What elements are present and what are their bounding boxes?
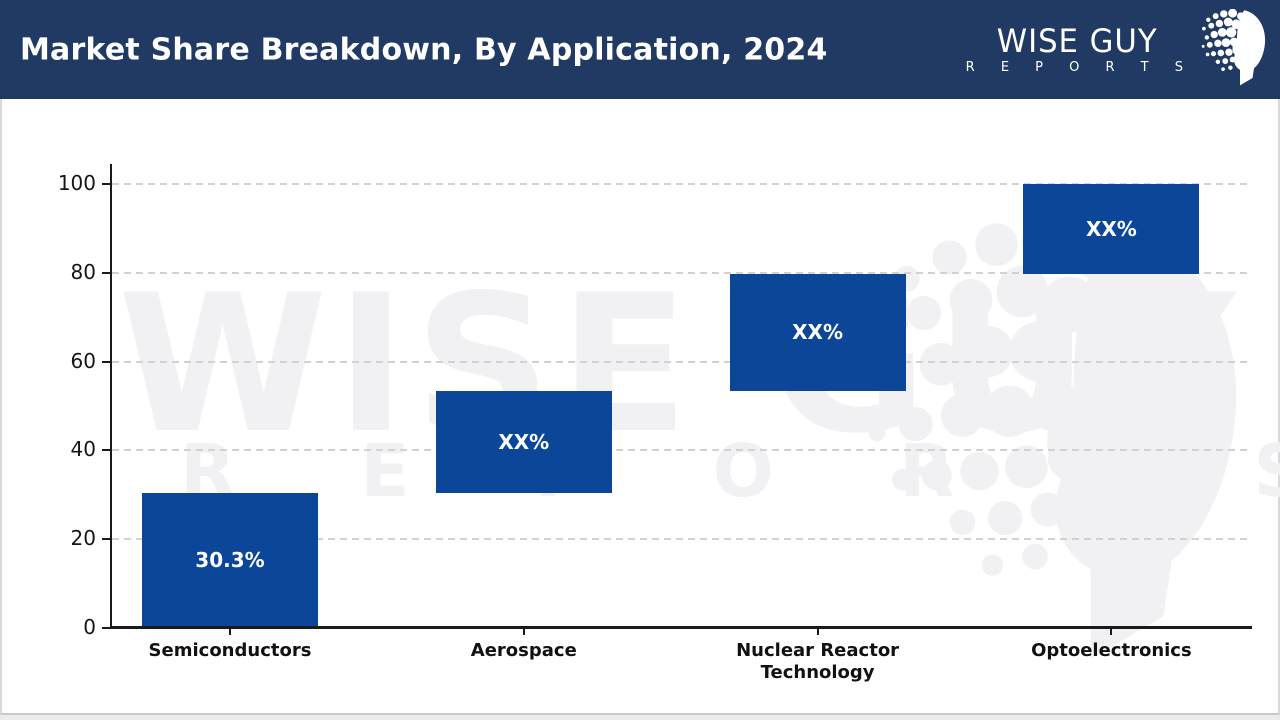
y-tick-label: 100 [57, 171, 96, 196]
category-label-semiconductors: Semiconductors [148, 640, 312, 661]
bar-value-label: XX% [792, 320, 844, 345]
gridline-y-60 [112, 360, 1252, 363]
x-tick-mark [1110, 628, 1113, 635]
bar-aerospace: XX% [435, 390, 612, 494]
brand-subname: R E P O R T S [965, 60, 1194, 76]
y-tick-label: 40 [70, 437, 96, 462]
y-tick-mark [102, 537, 110, 540]
brand-logo-text: WISE GUY R E P O R T S [960, 21, 1194, 76]
y-tick-mark [102, 449, 110, 452]
brand-face-icon [1201, 9, 1266, 86]
gridline-y-80 [112, 271, 1252, 274]
y-tick-mark [102, 271, 110, 274]
y-tick-mark [102, 360, 110, 363]
y-tick-mark [102, 626, 110, 629]
chart-title: Market Share Breakdown, By Application, … [20, 32, 828, 67]
y-tick-label: 0 [83, 614, 96, 639]
header-bar: Market Share Breakdown, By Application, … [0, 0, 1280, 99]
category-label-aerospace: Aerospace [470, 640, 577, 661]
x-axis-line [110, 626, 1252, 629]
gridline-y-100 [112, 183, 1252, 186]
bar-value-label: XX% [498, 429, 550, 454]
x-tick-mark [229, 628, 231, 635]
bar-semiconductors: 30.3% [142, 493, 318, 628]
bottom-strip [0, 715, 1280, 720]
x-tick-mark [522, 628, 525, 635]
bar-nuclear-reactor-technology: XX% [729, 274, 906, 391]
y-tick-mark [102, 183, 110, 186]
gridline-y-20 [112, 537, 1252, 540]
category-label-nuclear-reactor-technology: Nuclear Reactor Technology [736, 640, 900, 683]
bar-value-label: 30.3% [195, 548, 265, 573]
category-label-optoelectronics: Optoelectronics [1031, 640, 1192, 661]
bar-value-label: XX% [1085, 217, 1137, 242]
brand-name: WISE GUY [996, 21, 1158, 60]
gridline-y-40 [112, 449, 1252, 452]
x-tick-mark [816, 628, 819, 635]
y-tick-label: 60 [70, 348, 96, 373]
brand-logo: WISE GUY R E P O R T S [960, 6, 1268, 94]
y-axis-line [110, 164, 112, 629]
bar-optoelectronics: XX% [1023, 184, 1200, 275]
y-tick-label: 20 [70, 525, 96, 550]
y-tick-label: 80 [70, 259, 96, 284]
